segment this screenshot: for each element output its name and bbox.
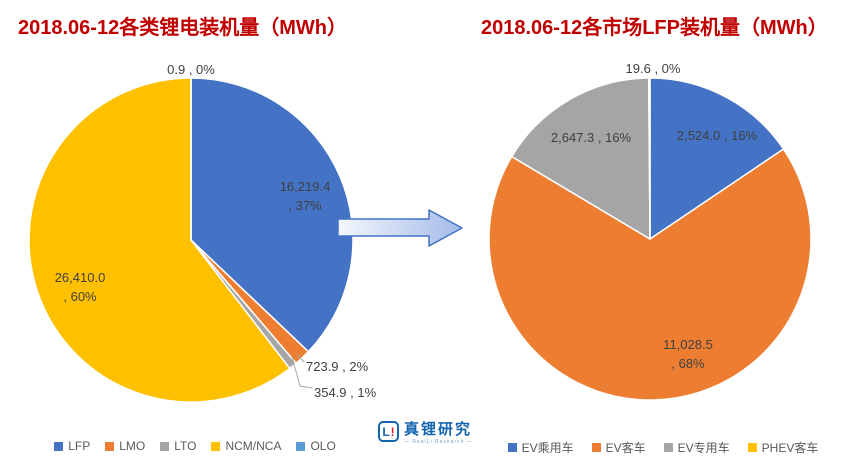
right-chart-title: 2018.06-12各市场LFP装机量（MWh） (481, 17, 828, 39)
legend-label: LFP (68, 439, 91, 453)
legend-item-EV专用车: EV专用车 (663, 439, 730, 456)
left-chart-title: 2018.06-12各类锂电装机量（MWh） (18, 17, 347, 39)
pie-slice-EV乘用车 (649, 77, 785, 241)
legend-label: NCM/NCA (225, 439, 282, 453)
legend-marker-icon (296, 441, 306, 451)
legend-left: LFP LMO LTO NCM/NCA OLO (8, 439, 382, 453)
logo-name: 真锂研究 (404, 421, 473, 438)
legend-marker-icon (747, 443, 757, 452)
pie-slice-NCM/NCA (28, 77, 291, 403)
legend-label: LTO (174, 439, 197, 453)
legend-label: EV乘用车 (521, 441, 574, 455)
legend-marker-icon (105, 441, 115, 451)
legend-marker-icon (591, 443, 601, 452)
legend-marker-icon (507, 443, 517, 452)
legend-label: EV客车 (605, 441, 646, 455)
pie-slice-EV专用车 (510, 77, 651, 241)
logo: L ! 真锂研究 — RealLi Research — (378, 421, 473, 445)
legend-item-LMO: LMO (105, 439, 145, 453)
leader-line (291, 356, 313, 389)
legend-item-EV客车: EV客车 (591, 439, 646, 456)
legend-label: PHEV客车 (761, 441, 819, 455)
logo-text: 真锂研究 — RealLi Research — (404, 421, 473, 445)
legend-label: LMO (119, 439, 146, 453)
legend-label: OLO (310, 439, 336, 453)
legend-item-LFP: LFP (54, 439, 90, 453)
legend-item-EV乘用车: EV乘用车 (507, 439, 574, 456)
pie-slice-EV客车 (488, 147, 812, 401)
legend-marker-icon (160, 441, 170, 451)
pie-slice-PHEV客车 (648, 77, 651, 240)
legend-item-OLO: OLO (296, 439, 336, 453)
legend-marker-icon (663, 443, 673, 452)
leader-line (296, 353, 305, 363)
logo-exclamation-glyph: ! (390, 424, 395, 439)
legend-marker-icon (54, 441, 64, 451)
legend-marker-icon (211, 441, 221, 451)
legend-item-LTO: LTO (160, 439, 196, 453)
legend-item-PHEV客车: PHEV客车 (747, 439, 819, 456)
legend-right: EV乘用车 EV客车 EV专用车 PHEV客车 (480, 439, 846, 456)
legend-item-NCM/NCA: NCM/NCA (211, 439, 281, 453)
legend-label: EV专用车 (677, 441, 730, 455)
logo-l-glyph: L (382, 424, 390, 439)
logo-subname: — RealLi Research — (404, 439, 473, 445)
right-arrow-icon (337, 209, 463, 247)
logo-mark-icon: L ! (378, 421, 399, 442)
pie-slice-LFP (190, 77, 354, 353)
pies-layer (28, 77, 812, 403)
